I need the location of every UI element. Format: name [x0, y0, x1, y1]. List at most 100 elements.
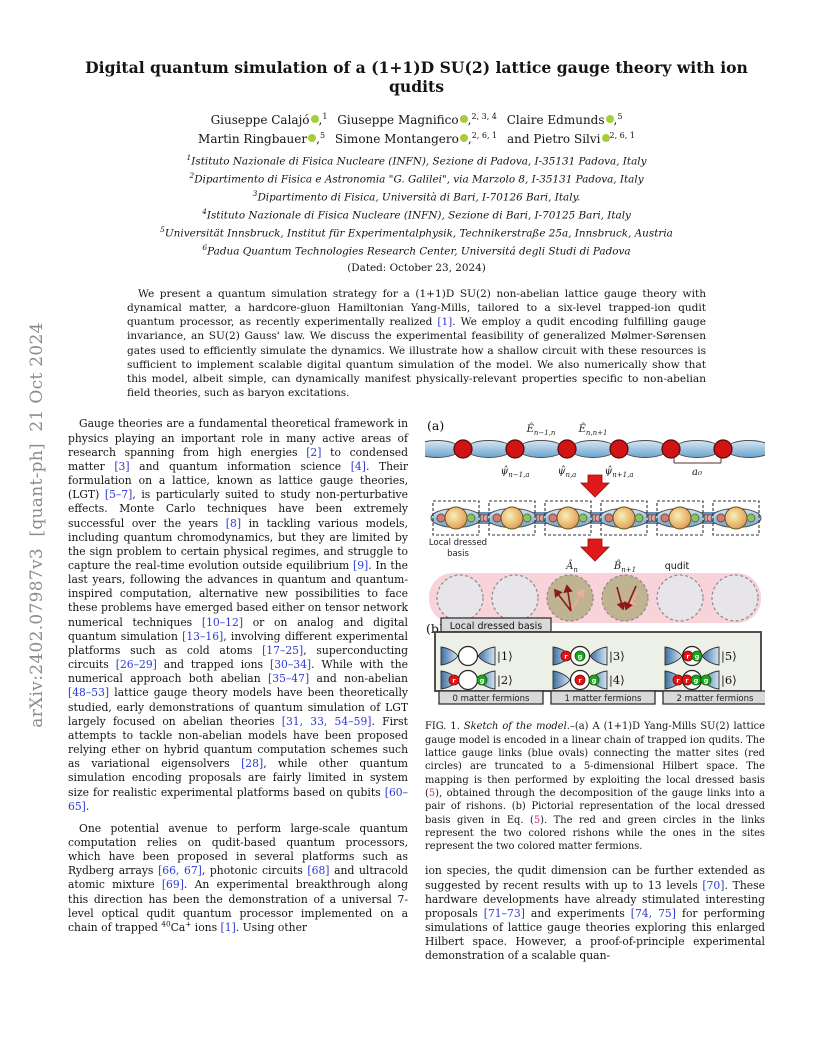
paper-content: Digital quantum simulation of a (1+1)D S…: [68, 58, 773, 964]
author-line-2: Martin Ringbauer ,5 Simone Montangero ,2, …: [68, 128, 765, 147]
dressed-basis-box: [712, 500, 760, 536]
text-run: , superconducting circuits: [68, 643, 409, 672]
lattice-spacing-bracket: [673, 458, 722, 464]
author-separator: ,: [316, 132, 320, 146]
citation-link[interactable]: [35–47]: [268, 672, 310, 686]
author: Claire Edmunds ,5: [506, 112, 623, 127]
text-run: . In the last years, following the advan…: [68, 559, 408, 629]
svg-text:g: g: [695, 653, 700, 661]
equation-link[interactable]: 5: [533, 814, 541, 826]
author-name: Claire Edmunds: [506, 113, 605, 127]
citation-link[interactable]: [5–7]: [104, 488, 133, 502]
body-paragraph: Gauge theories are a fundamental theoret…: [68, 417, 408, 813]
text-run: +: [185, 919, 192, 929]
text-run: , is particularly suited to study non-pe…: [68, 488, 408, 530]
citation-link[interactable]: [26–29]: [115, 658, 157, 672]
citation-link[interactable]: [70]: [702, 878, 725, 892]
citation-link[interactable]: [48–53]: [68, 686, 110, 700]
citation-link[interactable]: [74, 75]: [630, 906, 676, 920]
dressed-basis-box: [544, 500, 592, 536]
citation-link[interactable]: [13–16]: [182, 629, 224, 643]
orcid-icon[interactable]: [459, 115, 468, 123]
text-run: , involving different experimental platf…: [68, 629, 408, 657]
basis-header-label: Local dressed basis: [450, 621, 542, 632]
author-name: and Pietro Silvi: [506, 132, 601, 146]
citation-link[interactable]: [28]: [241, 757, 264, 771]
gate-a-label: Ân: [565, 560, 578, 574]
text-run: . An experimental breakthrough along thi…: [68, 878, 408, 934]
svg-text:r: r: [685, 677, 689, 685]
citation-link[interactable]: [71–73]: [483, 906, 525, 920]
abstract: We present a quantum simulation strategy…: [127, 287, 706, 401]
citation-link[interactable]: [4]: [350, 459, 366, 473]
author-name: Martin Ringbauer: [198, 132, 308, 146]
author: Giuseppe Magnifico ,2, 3, 4: [337, 112, 497, 127]
author-name: Simone Montangero: [334, 132, 459, 146]
citation-link[interactable]: [31, 33, 54–59]: [281, 714, 372, 728]
author-affiliation-refs: 2, 6, 1: [609, 131, 635, 140]
text-run: ions: [191, 920, 221, 934]
dressed-basis-box: [656, 500, 704, 536]
affiliation: 5Universität Innsbruck, Institut für Exp…: [160, 224, 673, 240]
citation-link[interactable]: [10–12]: [201, 615, 244, 629]
citation-link[interactable]: [2]: [306, 445, 322, 459]
affiliation: 4Istituto Nazionale di Fisica Nucleare (…: [202, 206, 631, 222]
citation-link[interactable]: [30–34]: [270, 658, 312, 672]
author: and Pietro Silvi 2, 6, 1: [506, 131, 635, 146]
date-line: (Dated: October 23, 2024): [347, 261, 486, 274]
ket-label: |1⟩: [497, 649, 513, 664]
svg-text:r: r: [452, 677, 456, 685]
dressed-basis-caption: Local dressed: [429, 538, 487, 548]
svg-text:1 matter fermions: 1 matter fermions: [565, 694, 642, 704]
author-affiliation-refs: 5: [319, 131, 326, 140]
citation-link[interactable]: [68]: [307, 864, 330, 878]
gate-a-transition-arrows: [554, 584, 584, 612]
svg-text:r: r: [686, 653, 690, 661]
orcid-icon[interactable]: [459, 134, 468, 142]
gauge-link-oval: [465, 440, 513, 459]
ket-label: |2⟩: [497, 673, 513, 688]
orcid-icon[interactable]: [601, 134, 610, 142]
affiliation: 2Dipartimento di Fisica e Astronomia "G.…: [189, 170, 644, 186]
citation-link[interactable]: [60–65]: [68, 785, 408, 813]
basis-states: |1⟩ r g |2⟩ r g |3⟩: [440, 646, 737, 691]
equation-link[interactable]: 5: [428, 787, 436, 799]
citation-link[interactable]: [66, 67]: [158, 864, 202, 878]
arxiv-watermark: arXiv:2402.07987v3 [quant-ph] 21 Oct 202…: [27, 322, 47, 728]
citation-link[interactable]: [9]: [353, 559, 369, 572]
text-run: FIG. 1.: [425, 721, 464, 733]
text-run: . First attempts to tackle non-abelian m…: [68, 714, 408, 771]
citation-link[interactable]: [17–25]: [262, 643, 304, 657]
affiliation: 6Padua Quantum Technologies Research Cen…: [202, 242, 631, 258]
orcid-icon[interactable]: [605, 115, 614, 123]
citation-link[interactable]: [8]: [225, 516, 242, 530]
citation-link[interactable]: [69]: [161, 878, 184, 892]
svg-text:0 matter fermions: 0 matter fermions: [453, 694, 530, 704]
author-name: Giuseppe Calajó: [210, 113, 310, 127]
two-column-body: Gauge theories are a fundamental theoret…: [68, 417, 773, 963]
text-run: for performing simulations of lattice ga…: [425, 906, 765, 963]
text-run: ). The red and green circles in the link…: [425, 814, 765, 853]
affiliation-block: 1Istituto Nazionale di Fisica Nucleare (…: [68, 151, 765, 259]
qudit-circle: [711, 574, 759, 623]
orcid-icon[interactable]: [310, 115, 319, 123]
down-arrow-icon: [580, 539, 610, 563]
citation-link[interactable]: [1]: [437, 316, 453, 329]
author-separator: ,: [467, 113, 472, 127]
author-separator: ,: [318, 113, 323, 127]
ket-label: |3⟩: [609, 649, 625, 664]
svg-text:g: g: [480, 677, 485, 685]
text-run: We present a quantum simulation strategy…: [127, 287, 706, 329]
svg-text:r: r: [676, 677, 680, 685]
author-affiliation-refs: 2, 6, 1: [471, 131, 498, 140]
citation-link[interactable]: [3]: [114, 459, 130, 473]
orcid-icon[interactable]: [308, 134, 317, 142]
affiliation: 1Istituto Nazionale di Fisica Nucleare (…: [186, 153, 647, 168]
dressed-site-circles: [444, 506, 748, 530]
svg-text:g: g: [704, 677, 709, 685]
matter-operator-label: ψ̂n−1,a: [500, 466, 529, 479]
gauge-link-oval: [569, 440, 617, 459]
citation-link[interactable]: [1]: [220, 920, 236, 934]
text-run: and trapped ions: [156, 658, 270, 672]
